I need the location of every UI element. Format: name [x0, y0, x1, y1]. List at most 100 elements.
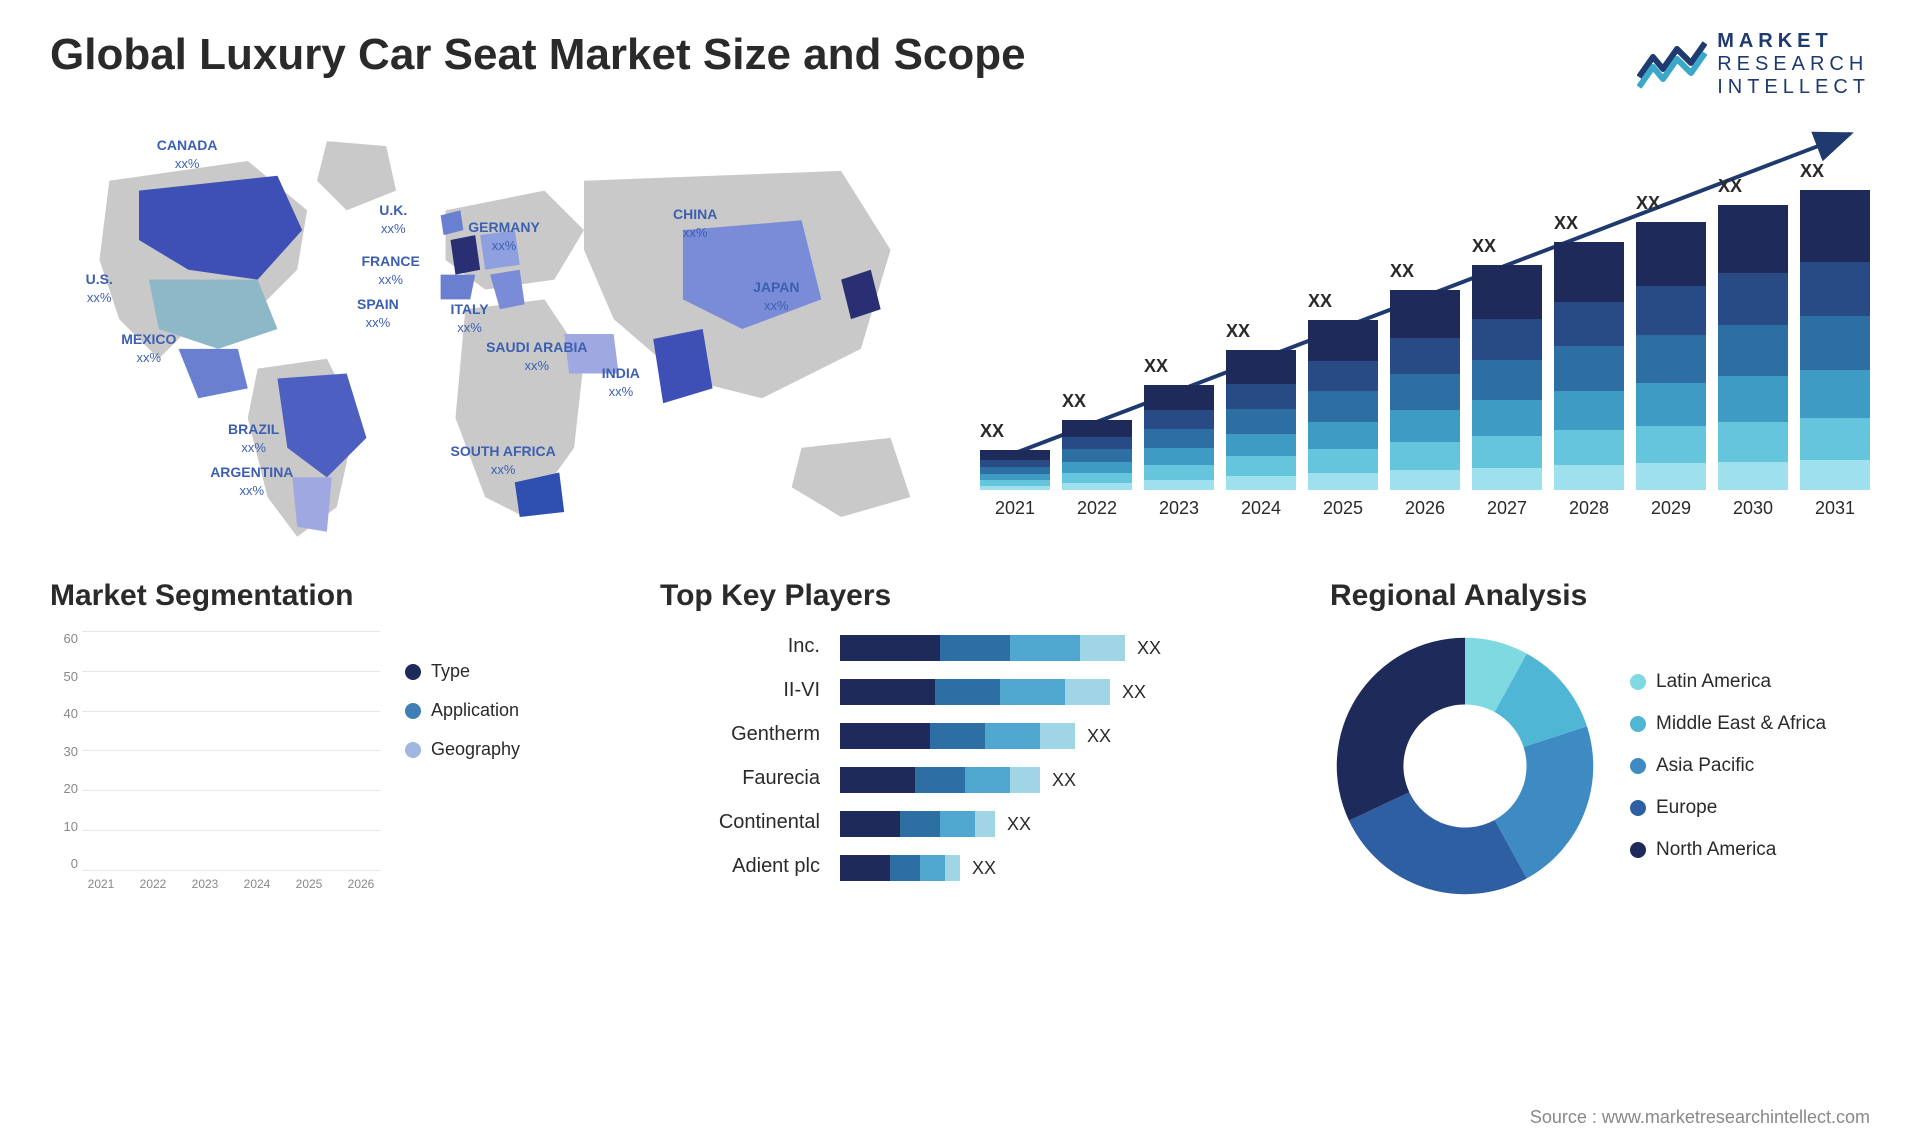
legend-item: Middle East & Africa	[1630, 713, 1826, 735]
segmentation-chart: 0102030405060 202120222023202420252026	[50, 631, 380, 891]
country-label: FRANCExx%	[362, 252, 420, 289]
legend-item: Geography	[405, 739, 520, 760]
seg-ytick: 0	[50, 856, 78, 871]
growth-bar-year: 2026	[1405, 498, 1445, 519]
country-label: ARGENTINAxx%	[210, 463, 293, 500]
legend-item: Asia Pacific	[1630, 755, 1826, 777]
kp-value: XX	[1087, 726, 1111, 747]
growth-bar-year: 2030	[1733, 498, 1773, 519]
legend-item: Latin America	[1630, 671, 1826, 693]
growth-bar-value: XX	[1636, 193, 1660, 214]
kp-label: Gentherm	[660, 723, 820, 749]
legend-dot	[1630, 800, 1646, 816]
world-map	[50, 119, 940, 549]
seg-ytick: 10	[50, 819, 78, 834]
seg-xtick: 2026	[342, 877, 380, 891]
kp-bar-row: XX	[840, 767, 1230, 793]
kp-bar-row: XX	[840, 635, 1230, 661]
seg-xtick: 2022	[134, 877, 172, 891]
seg-ytick: 20	[50, 781, 78, 796]
seg-xtick: 2024	[238, 877, 276, 891]
legend-item: Type	[405, 661, 520, 682]
kp-bar-row: XX	[840, 723, 1230, 749]
key-players-labels: Inc.II-VIGenthermFaureciaContinentalAdie…	[660, 631, 820, 881]
growth-bar-value: XX	[1226, 321, 1250, 342]
legend-label: Middle East & Africa	[1656, 713, 1826, 735]
growth-bar-value: XX	[1308, 291, 1332, 312]
growth-bar-value: XX	[1144, 356, 1168, 377]
growth-bar-year: 2031	[1815, 498, 1855, 519]
legend-item: Application	[405, 700, 520, 721]
growth-bar-year: 2027	[1487, 498, 1527, 519]
growth-bar-year: 2028	[1569, 498, 1609, 519]
growth-bar-value: XX	[1062, 391, 1086, 412]
country-label: BRAZILxx%	[228, 420, 279, 457]
country-label: CANADAxx%	[157, 136, 218, 173]
legend-dot	[405, 664, 421, 680]
donut-slice	[1337, 638, 1465, 821]
kp-bar-row: XX	[840, 679, 1230, 705]
country-label: JAPANxx%	[753, 278, 799, 315]
legend-item: Europe	[1630, 797, 1826, 819]
kp-bar-row: XX	[840, 855, 1230, 881]
kp-value: XX	[972, 858, 996, 879]
logo-text-3: INTELLECT	[1717, 76, 1870, 99]
country-label: INDIAxx%	[602, 364, 640, 401]
growth-bar: XX2024	[1226, 350, 1296, 519]
country-label: U.K.xx%	[379, 201, 407, 238]
legend-label: Latin America	[1656, 671, 1771, 693]
seg-xtick: 2021	[82, 877, 120, 891]
kp-value: XX	[1007, 814, 1031, 835]
kp-label: Adient plc	[660, 855, 820, 881]
country-label: GERMANYxx%	[468, 218, 540, 255]
legend-label: North America	[1656, 839, 1776, 861]
country-label: SAUDI ARABIAxx%	[486, 338, 587, 375]
kp-value: XX	[1052, 770, 1076, 791]
kp-label: Continental	[660, 811, 820, 837]
country-label: U.S.xx%	[86, 270, 113, 307]
source-attribution: Source : www.marketresearchintellect.com	[1530, 1107, 1870, 1128]
growth-bar-value: XX	[1718, 176, 1742, 197]
legend-dot	[1630, 674, 1646, 690]
seg-xtick: 2025	[290, 877, 328, 891]
segmentation-panel: Market Segmentation 0102030405060 202120…	[50, 579, 610, 901]
seg-ytick: 30	[50, 744, 78, 759]
regional-title: Regional Analysis	[1330, 579, 1870, 613]
logo-text-1: MARKET	[1717, 30, 1870, 53]
legend-dot	[1630, 716, 1646, 732]
seg-ytick: 50	[50, 669, 78, 684]
brand-logo: MARKET RESEARCH INTELLECT	[1637, 30, 1870, 99]
legend-label: Application	[431, 700, 519, 721]
logo-icon	[1637, 37, 1707, 93]
legend-label: Geography	[431, 739, 520, 760]
legend-dot	[1630, 758, 1646, 774]
growth-bar: XX2031	[1800, 190, 1870, 519]
legend-dot	[405, 742, 421, 758]
growth-bar-value: XX	[1800, 161, 1824, 182]
country-label: SPAINxx%	[357, 295, 399, 332]
growth-bar: XX2022	[1062, 420, 1132, 519]
kp-label: Inc.	[660, 635, 820, 661]
legend-dot	[405, 703, 421, 719]
key-players-panel: Top Key Players Inc.II-VIGenthermFaureci…	[660, 579, 1280, 901]
growth-bar-year: 2021	[995, 498, 1035, 519]
growth-bar-value: XX	[1554, 213, 1578, 234]
growth-bar-year: 2025	[1323, 498, 1363, 519]
key-players-title: Top Key Players	[660, 579, 1280, 613]
legend-label: Asia Pacific	[1656, 755, 1754, 777]
regional-legend: Latin America Middle East & Africa Asia Pa…	[1630, 671, 1826, 861]
legend-dot	[1630, 842, 1646, 858]
kp-value: XX	[1137, 638, 1161, 659]
country-label: SOUTH AFRICAxx%	[451, 442, 556, 479]
world-map-panel: CANADAxx% U.S.xx% MEXICOxx% BRAZILxx% ARGENT…	[50, 119, 940, 549]
seg-ytick: 60	[50, 631, 78, 646]
kp-bar-row: XX	[840, 811, 1230, 837]
growth-bar: XX2023	[1144, 385, 1214, 519]
growth-bar: XX2030	[1718, 205, 1788, 519]
growth-bar: XX2029	[1636, 222, 1706, 519]
seg-ytick: 40	[50, 706, 78, 721]
growth-bar: XX2025	[1308, 320, 1378, 519]
country-label: MEXICOxx%	[121, 330, 176, 367]
growth-bar-year: 2023	[1159, 498, 1199, 519]
regional-donut	[1330, 631, 1600, 901]
